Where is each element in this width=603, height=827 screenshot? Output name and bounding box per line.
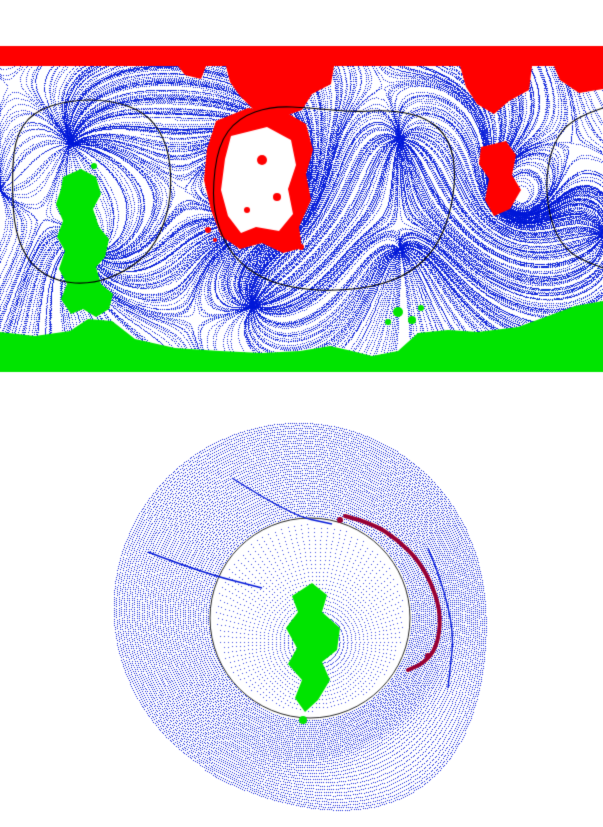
shell-panel-canvas (0, 0, 603, 827)
scientific-figure (0, 0, 603, 827)
